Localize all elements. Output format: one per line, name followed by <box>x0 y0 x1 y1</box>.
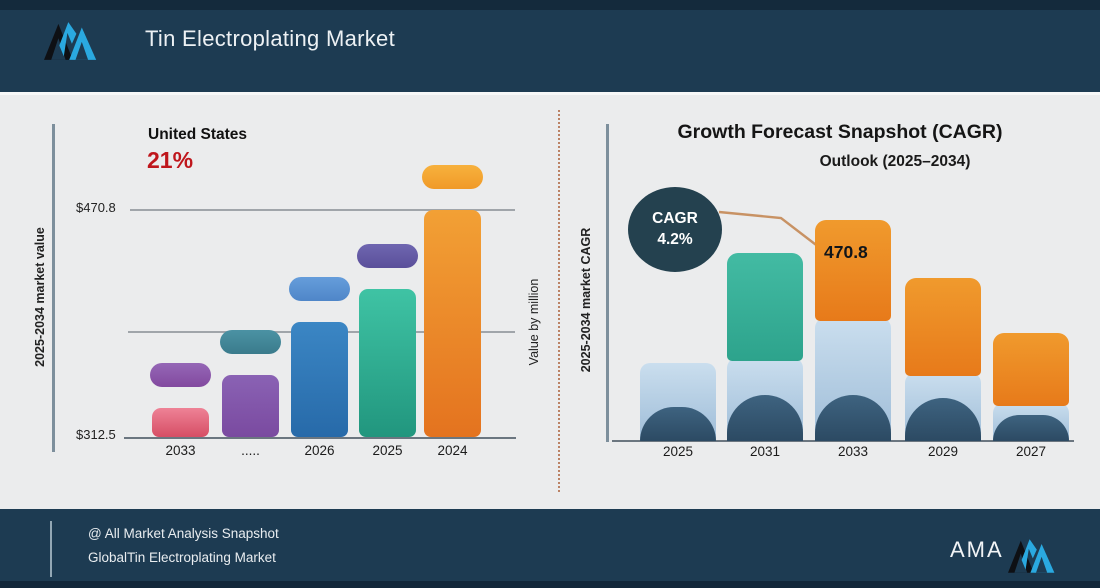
value-by-million-label: Value by million <box>527 278 541 366</box>
bar-2027-top-segment <box>993 333 1069 406</box>
left-y-axis <box>52 124 55 452</box>
bar-2031-top-segment <box>727 253 803 361</box>
cagr-badge: CAGR 4.2% <box>628 187 722 272</box>
bar-2027-base-dome <box>993 415 1069 441</box>
right-chart-title: Growth Forecast Snapshot (CAGR) <box>677 121 1003 143</box>
page-title: Tin Electroplating Market <box>145 26 396 51</box>
bar-2025 <box>359 289 416 437</box>
footer-brand-text: AMA <box>950 537 1004 562</box>
left-chart-highlight: 21% <box>147 147 194 173</box>
right-x-tick-2025: 2025 <box>662 444 694 459</box>
left-x-tick-2025: 2025 <box>372 443 403 458</box>
footer-divider-bar <box>50 521 52 577</box>
right-x-tick-2027: 2027 <box>1015 444 1047 459</box>
floating-cap-2025 <box>357 244 418 268</box>
floating-cap-2024 <box>422 165 483 189</box>
left-y-axis-title: 2025-2034 market value <box>33 227 47 367</box>
left-chart-title: United States <box>148 126 248 143</box>
left-x-axis <box>124 437 516 439</box>
bar-2033-top-segment <box>815 220 891 321</box>
bar-2024 <box>424 210 481 437</box>
right-y-axis-title: 2025-2034 market CAGR <box>579 227 593 373</box>
header-top-strip <box>0 0 1100 10</box>
floating-cap-dots <box>220 330 281 354</box>
footer-bottom-strip <box>0 581 1100 588</box>
left-x-tick-2033: 2033 <box>165 443 196 458</box>
right-y-axis <box>606 124 609 442</box>
footer-ama-logo-icon <box>1008 539 1055 573</box>
left-x-tick-2026: 2026 <box>304 443 335 458</box>
right-chart-subtitle: Outlook (2025–2034) <box>819 153 971 170</box>
footer-snapshot-text: @ All Market Analysis Snapshot <box>88 526 279 541</box>
footer-market-text: GlobalTin Electroplating Market <box>88 550 276 565</box>
cagr-badge-value: 4.2% <box>657 230 693 248</box>
floating-cap-2026 <box>289 277 350 301</box>
right-x-tick-2029: 2029 <box>927 444 959 459</box>
left-x-tick-2024: 2024 <box>437 443 468 458</box>
left-gridline-top <box>130 209 515 211</box>
bar-dots <box>222 375 279 437</box>
right-x-tick-2033: 2033 <box>837 444 869 459</box>
bar-2026 <box>291 322 348 437</box>
right-x-tick-2031: 2031 <box>749 444 781 459</box>
panel-divider-dotted <box>558 110 560 492</box>
left-x-tick-dots: ..... <box>241 443 260 458</box>
bar-value-annotation: 470.8 <box>824 242 868 262</box>
ama-logo-icon <box>44 22 97 60</box>
bar-2029-top-segment <box>905 278 981 376</box>
left-ytick-bottom: $312.5 <box>76 427 116 442</box>
header-band: Tin Electroplating Market <box>0 0 1100 92</box>
bar-2033 <box>152 408 209 437</box>
left-ytick-top: $470.8 <box>76 200 116 215</box>
footer-band: @ All Market Analysis Snapshot GlobalTin… <box>0 509 1100 588</box>
cagr-badge-label: CAGR <box>652 209 698 227</box>
floating-cap-2033 <box>150 363 211 387</box>
